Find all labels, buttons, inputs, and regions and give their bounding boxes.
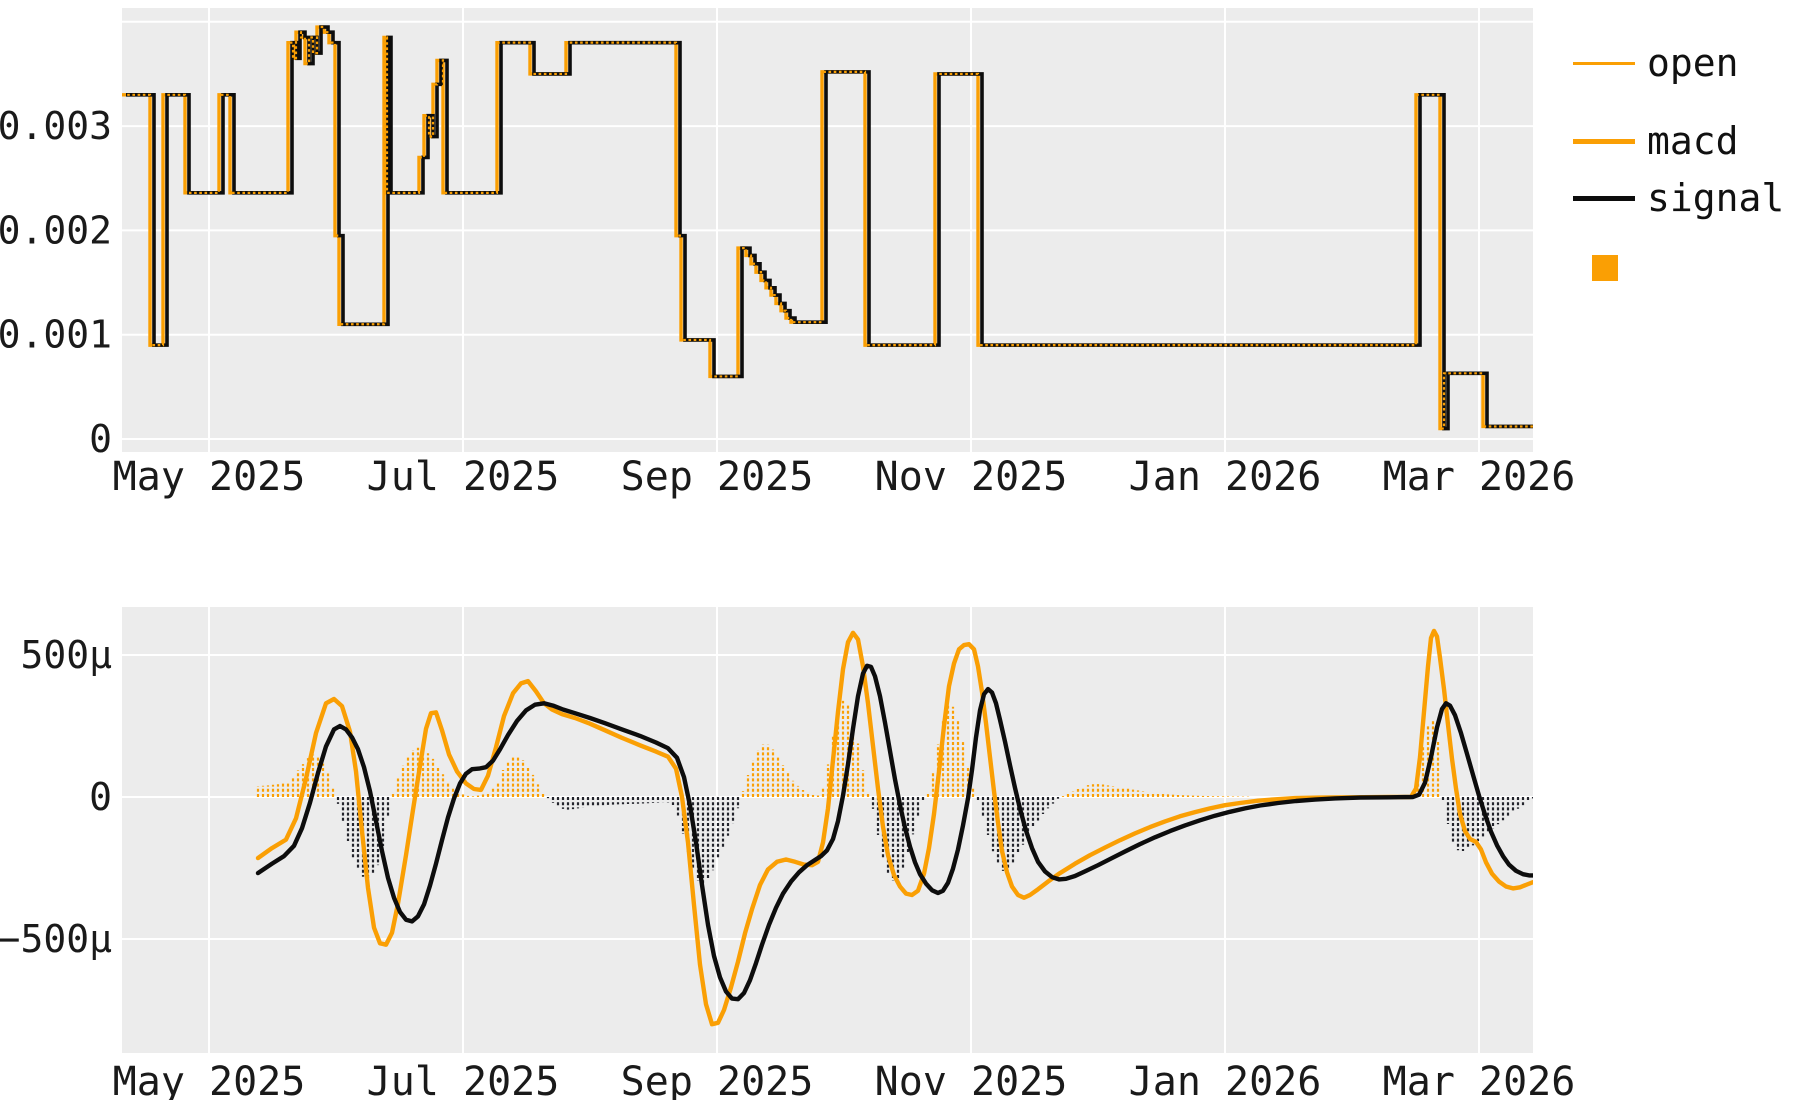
plot-macd-oscillator: 500µ 0 −500µ May 2025 Jul 2025 Sep 2025 Nov 20… — [0, 607, 1575, 1100]
y-tick-label: −500µ — [0, 917, 112, 961]
y-tick-label: 0.001 — [0, 313, 112, 357]
y-tick-label: 500µ — [20, 633, 112, 677]
x-tick-label: Sep 2025 — [621, 454, 814, 500]
legend-item-macd: macd — [1573, 122, 1739, 160]
open-line-sample-icon — [1573, 61, 1635, 65]
x-tick-label: May 2025 — [113, 454, 306, 500]
y-tick-label: 0.002 — [0, 208, 112, 252]
histogram-square-icon — [1592, 255, 1618, 281]
legend-item-open: open — [1573, 44, 1739, 82]
legend-item-signal: signal — [1573, 179, 1784, 217]
legend-label-macd: macd — [1647, 119, 1739, 163]
x-tick-label: Mar 2026 — [1383, 454, 1576, 500]
legend-label-signal: signal — [1647, 176, 1785, 220]
signal-line-sample-icon — [1573, 195, 1635, 201]
y-tick-label: 0.003 — [0, 104, 112, 148]
x-tick-label: Jul 2025 — [367, 454, 560, 500]
open-dotted-line — [122, 25, 1533, 430]
x-tick-label: Nov 2025 — [875, 454, 1068, 500]
x-tick-label: Mar 2026 — [1383, 1059, 1576, 1100]
macd-line-sample-icon — [1573, 138, 1635, 144]
signal-line — [255, 663, 1533, 1002]
series-group — [255, 628, 1533, 1027]
x-tick-label: Jan 2026 — [1129, 454, 1322, 500]
x-tick-label: May 2025 — [113, 1059, 306, 1100]
series-group — [122, 25, 1533, 431]
x-tick-label: Jul 2025 — [367, 1059, 560, 1100]
y-tick-label: 0 — [89, 417, 112, 461]
x-tick-label: Jan 2026 — [1129, 1059, 1322, 1100]
y-tick-label: 0 — [89, 775, 112, 819]
legend-label-open: open — [1647, 41, 1739, 85]
x-tick-label: Sep 2025 — [621, 1059, 814, 1100]
x-tick-label: Nov 2025 — [875, 1059, 1068, 1100]
plot-background — [122, 607, 1533, 1053]
